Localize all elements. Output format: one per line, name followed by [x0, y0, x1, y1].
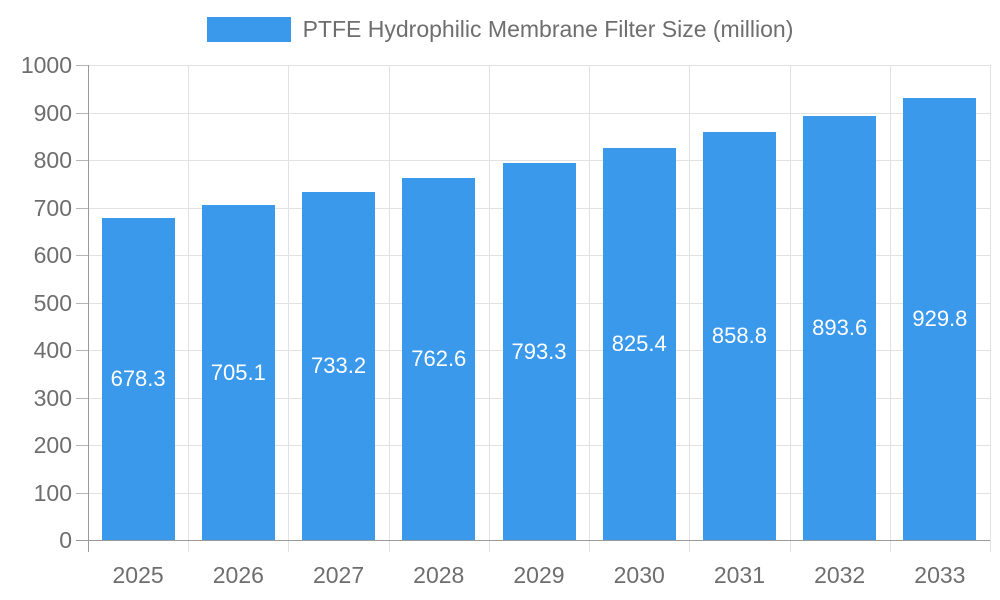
y-axis-tick: [76, 207, 88, 209]
gridline: [288, 65, 290, 540]
legend-swatch: [206, 17, 291, 42]
x-axis-tick: [589, 540, 591, 552]
bar[interactable]: [502, 163, 576, 540]
gridline: [889, 65, 891, 540]
x-axis-tick: [388, 540, 390, 552]
y-axis-tick: [76, 445, 88, 446]
y-axis-tick: [76, 302, 88, 304]
x-tick-label: 2033: [914, 562, 966, 588]
x-tick-label: 2026: [212, 562, 264, 588]
gridline: [88, 65, 990, 66]
y-tick-label: 300: [33, 384, 72, 411]
y-tick-label: 0: [59, 527, 72, 553]
y-tick-label: 800: [33, 147, 72, 173]
x-axis-tick: [990, 540, 991, 552]
gridline: [789, 65, 791, 540]
y-tick-label: 400: [33, 337, 72, 363]
x-tick-label: 2027: [312, 562, 365, 588]
x-axis-tick: [488, 540, 490, 552]
y-axis-tick: [76, 397, 88, 399]
bar[interactable]: [402, 177, 476, 540]
y-tick-label: 500: [33, 289, 72, 316]
x-tick-label: 2025: [112, 562, 164, 588]
x-tick-label: 2030: [613, 562, 665, 588]
x-tick-label: 2028: [413, 562, 465, 588]
bar[interactable]: [803, 115, 877, 540]
x-axis-tick: [288, 540, 290, 552]
y-tick-label: 700: [33, 194, 72, 221]
bar[interactable]: [302, 191, 376, 540]
x-tick-label: 2031: [713, 562, 766, 588]
y-tick-label: 900: [33, 99, 72, 126]
y-axis-tick: [76, 65, 88, 66]
x-tick-label: 2032: [814, 562, 866, 588]
y-axis-line: [88, 65, 89, 552]
x-axis-tick: [889, 540, 891, 552]
legend-label: PTFE Hydrophilic Membrane Filter Size (m…: [302, 16, 794, 42]
bar[interactable]: [903, 98, 977, 540]
x-axis-tick: [188, 540, 190, 552]
x-tick-label: 2029: [513, 562, 565, 588]
y-tick-label: 200: [33, 432, 72, 458]
gridline: [188, 65, 190, 540]
bar[interactable]: [101, 217, 175, 540]
y-axis-tick: [76, 112, 88, 114]
y-tick-label: 1000: [20, 52, 72, 78]
y-axis-tick: [76, 255, 88, 256]
x-axis-line: [76, 540, 990, 541]
y-tick-label: 600: [33, 242, 72, 268]
legend[interactable]: PTFE Hydrophilic Membrane Filter Size (m…: [0, 16, 1000, 43]
gridline: [990, 65, 991, 540]
bar[interactable]: [602, 147, 676, 540]
gridline: [88, 112, 990, 114]
bar[interactable]: [201, 205, 275, 540]
gridline: [589, 65, 591, 540]
y-axis-tick: [76, 160, 88, 161]
gridline: [689, 65, 691, 540]
bar[interactable]: [702, 132, 776, 540]
gridline: [388, 65, 390, 540]
y-axis-tick: [76, 492, 88, 494]
y-axis-tick: [76, 350, 88, 351]
y-tick-label: 100: [33, 479, 72, 506]
x-axis-tick: [789, 540, 791, 552]
gridline: [488, 65, 490, 540]
x-axis-tick: [689, 540, 691, 552]
gridline: [88, 160, 990, 161]
